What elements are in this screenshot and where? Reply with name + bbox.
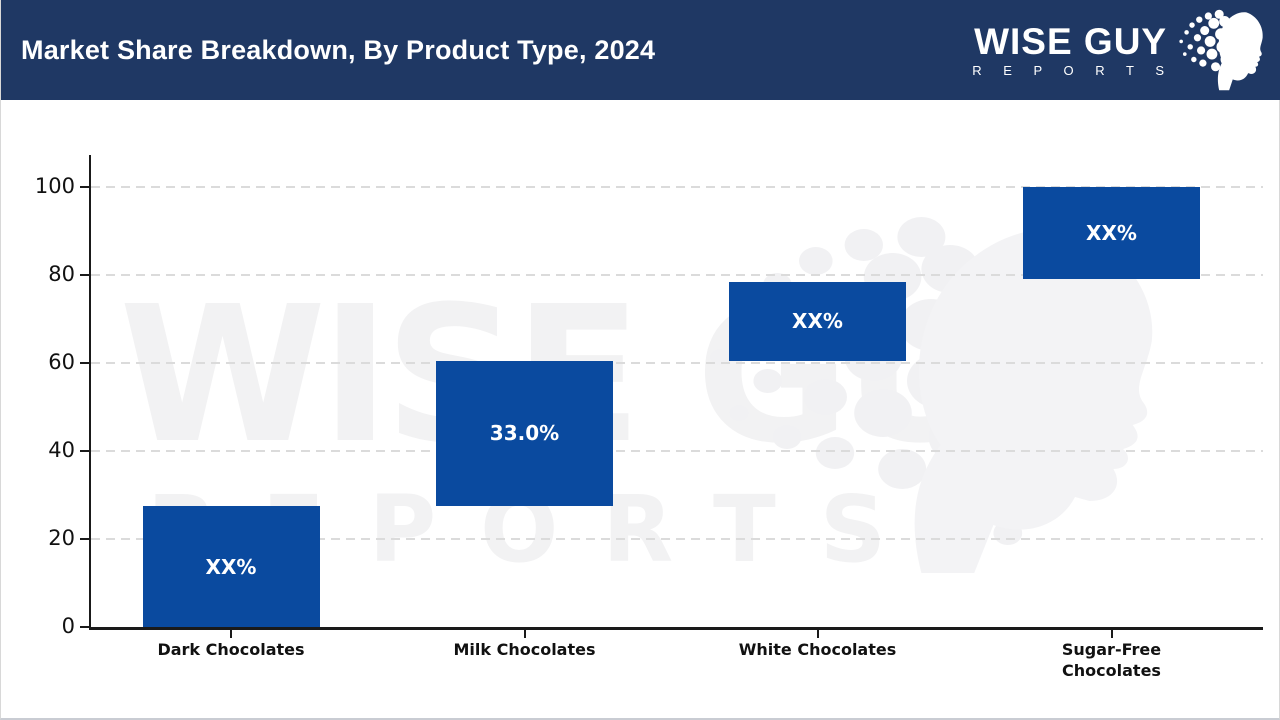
y-tick-mark [80, 626, 89, 628]
y-tick-mark [80, 274, 89, 276]
x-tick-mark [230, 629, 232, 638]
y-tick-label: 80 [48, 262, 75, 286]
y-gridline [91, 538, 1263, 540]
y-gridline [91, 362, 1263, 364]
bar-value-label: XX% [205, 554, 257, 579]
bar: XX% [142, 506, 320, 627]
y-tick-label: 0 [61, 614, 75, 638]
x-tick-mark [1110, 629, 1113, 638]
x-tick-mark [523, 629, 526, 638]
x-category-label: Milk Chocolates [453, 640, 596, 659]
bar-value-label: XX% [792, 309, 843, 334]
logo-wordmark: WISE GUY [974, 21, 1168, 62]
wiseguy-logo: WISE GUY R E P O R T S [968, 7, 1267, 93]
bar-value-label: 33.0% [489, 421, 560, 446]
x-category-label: Sugar-Free Chocolates [1061, 640, 1162, 680]
y-tick-label: 60 [48, 350, 75, 374]
x-category-label: Dark Chocolates [157, 640, 305, 659]
logo-text: WISE GUY R E P O R T S [968, 23, 1173, 77]
bar: XX% [1023, 187, 1200, 280]
chart-title: Market Share Breakdown, By Product Type,… [21, 34, 656, 65]
y-tick-mark [80, 362, 89, 364]
bar: 33.0% [436, 360, 613, 506]
x-category-label: White Chocolates [738, 640, 897, 659]
y-axis-spine [89, 155, 91, 630]
y-gridline [91, 186, 1263, 188]
y-tick-label: 20 [48, 526, 75, 550]
x-axis-spine [89, 627, 1263, 630]
y-tick-mark [80, 538, 89, 540]
y-tick-label: 100 [34, 174, 75, 198]
watermark-face-dots-icon [710, 217, 1153, 573]
x-tick-mark [816, 629, 819, 638]
bar-value-label: XX% [1086, 221, 1137, 246]
logo-face-icon [1179, 9, 1263, 91]
header-bar: Market Share Breakdown, By Product Type,… [1, 0, 1280, 100]
bar: XX% [729, 281, 906, 361]
y-tick-mark [80, 186, 89, 188]
y-gridline [91, 450, 1263, 452]
logo-subtitle: R E P O R T S [972, 63, 1173, 78]
y-tick-mark [80, 450, 89, 452]
y-tick-label: 40 [48, 438, 75, 462]
y-gridline [91, 274, 1263, 276]
